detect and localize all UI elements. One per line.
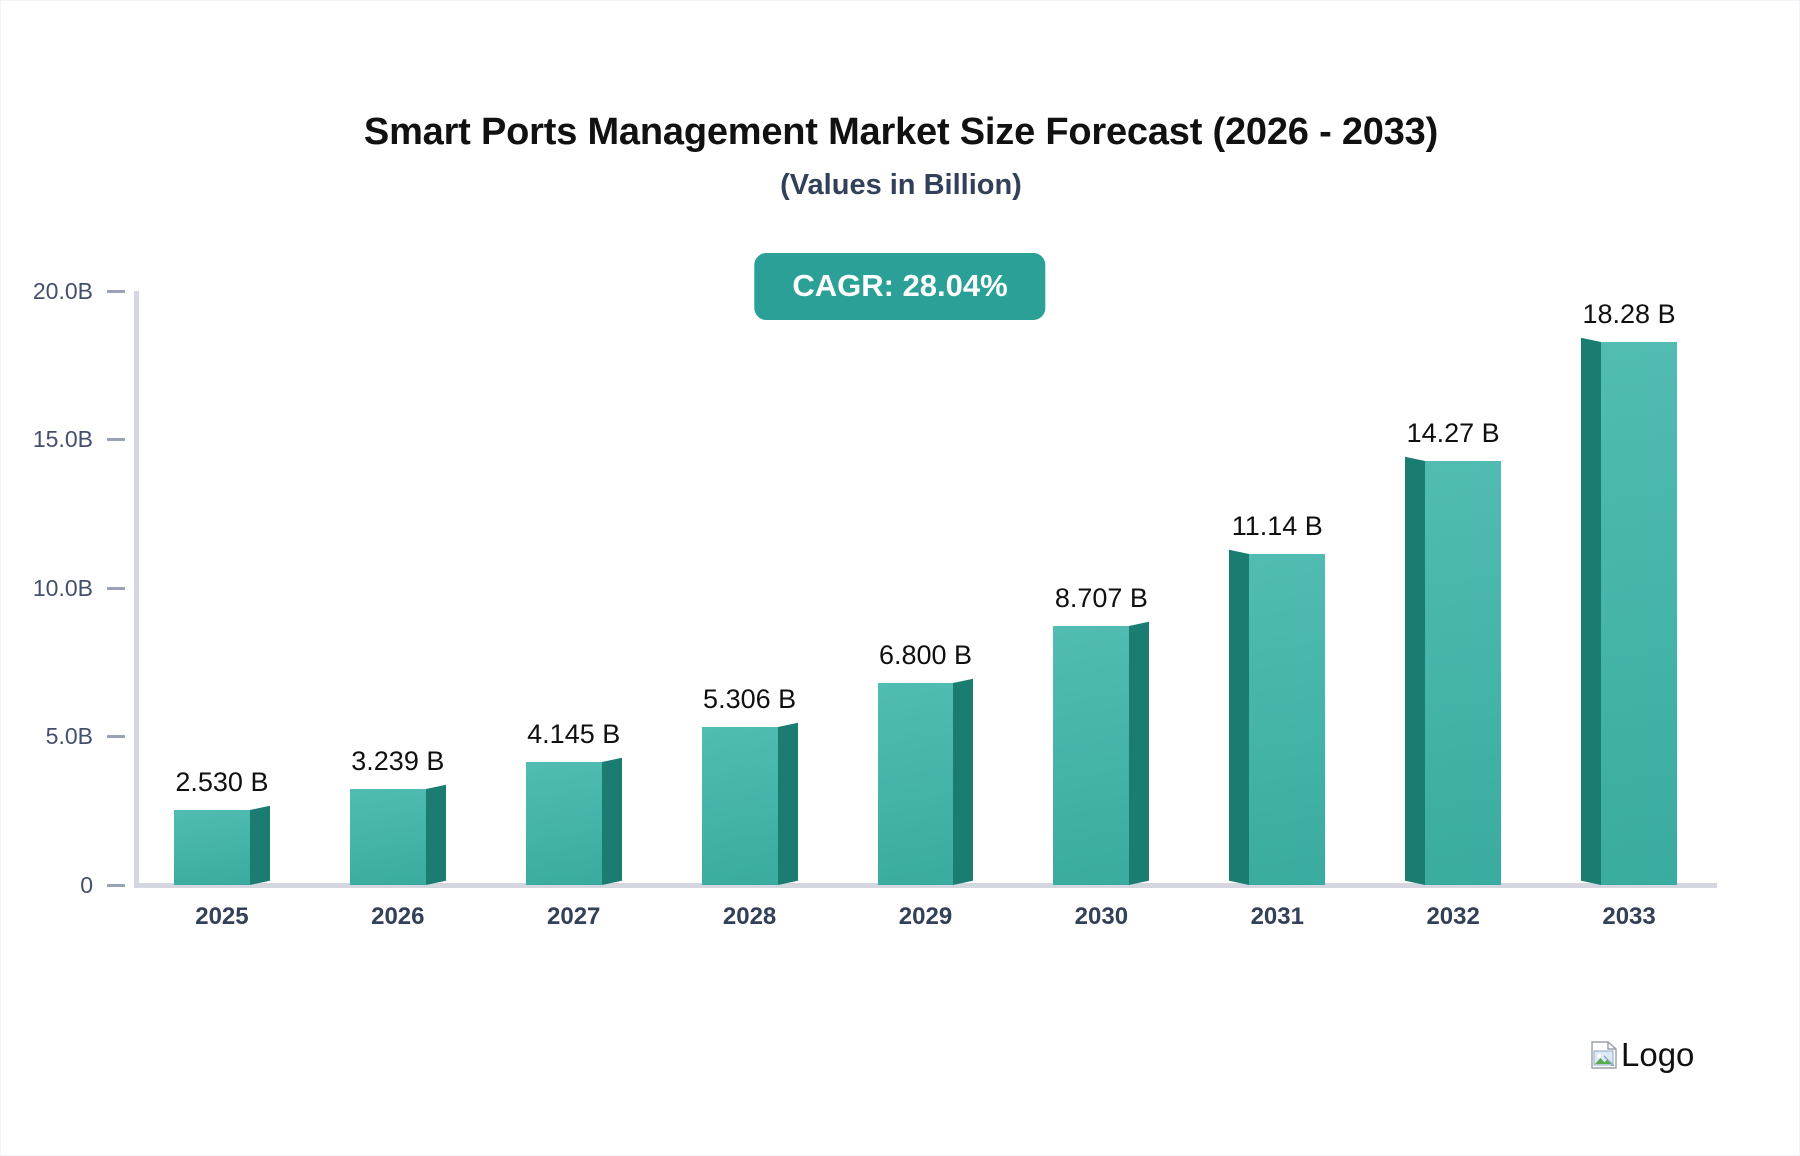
x-tick-label: 2026	[371, 903, 425, 930]
bar[interactable]: 14.27 B	[1405, 418, 1502, 885]
y-tick-dash	[107, 586, 125, 590]
y-tick-label: 20.0B	[32, 277, 93, 304]
x-axis-line	[134, 883, 1717, 888]
bar-front-face	[349, 788, 426, 885]
cagr-badge: CAGR: 28.04%	[754, 253, 1046, 320]
y-tick-label: 0	[80, 871, 93, 898]
bar-value-label: 5.306 B	[703, 684, 797, 715]
logo-text: Logo	[1621, 1036, 1695, 1073]
x-tick-label: 2025	[195, 903, 249, 930]
x-tick-label: 2027	[547, 903, 601, 930]
bar[interactable]: 11.14 B	[1229, 511, 1326, 885]
bar-front-face	[877, 683, 954, 885]
y-tick-dash	[107, 883, 125, 887]
bar[interactable]: 2.530 B	[174, 767, 270, 885]
y-tick-label: 5.0B	[45, 723, 93, 749]
bar[interactable]: 6.800 B	[877, 640, 974, 885]
bar[interactable]: 4.145 B	[525, 719, 622, 885]
bar-side-face	[1129, 622, 1150, 885]
bar-side-face	[1581, 337, 1602, 885]
bar-value-label: 18.28 B	[1582, 299, 1676, 330]
bar-side-face	[601, 757, 622, 885]
x-tick-label: 2030	[1074, 903, 1129, 930]
y-tick-dash	[107, 438, 125, 441]
x-tick-label: 2029	[898, 903, 953, 930]
bar-side-face	[249, 805, 270, 885]
x-tick-label: 2032	[1426, 903, 1480, 930]
bar-side-face	[425, 784, 446, 885]
y-tick-label: 15.0B	[32, 426, 93, 452]
bar-side-face	[1229, 549, 1250, 885]
x-tick-label: 2033	[1602, 903, 1656, 930]
logo: Logo	[1589, 1038, 1694, 1071]
y-axis-line	[134, 291, 139, 888]
bar[interactable]: 18.28 B	[1581, 299, 1677, 885]
x-tick-label: 2028	[722, 903, 777, 930]
bar-front-face	[1601, 342, 1677, 885]
bar-front-face	[1425, 461, 1502, 885]
bar-value-label: 8.707 B	[1054, 583, 1148, 614]
bar-front-face	[174, 809, 250, 885]
bar-side-face	[953, 678, 974, 885]
x-tick-label: 2031	[1250, 903, 1304, 930]
bar-value-label: 14.27 B	[1406, 418, 1500, 449]
bar-value-label: 2.530 B	[175, 766, 269, 797]
bar[interactable]: 3.239 B	[349, 746, 446, 885]
y-tick-label: 10.0B	[32, 574, 93, 601]
bar-value-label: 4.145 B	[527, 718, 621, 749]
y-tick-dash	[107, 289, 125, 293]
chart-title: Smart Ports Management Market Size Forec…	[363, 111, 1439, 153]
bar-front-face	[701, 727, 778, 885]
plot-area: 2.530 B 3.239 B 4.145 B 5.306 B 6.800 B 8.707…	[134, 291, 1717, 885]
bar-value-label: 11.14 B	[1231, 511, 1323, 542]
chart-subtitle: (Values in Billion)	[780, 169, 1022, 201]
bar-front-face	[525, 761, 602, 885]
y-tick-dash	[107, 735, 125, 738]
bar-value-label: 3.239 B	[351, 745, 445, 776]
bar-side-face	[1405, 456, 1426, 885]
bar-front-face	[1249, 554, 1326, 885]
bar-side-face	[777, 723, 798, 885]
bar-front-face	[1053, 626, 1130, 885]
bar-value-label: 6.800 B	[878, 640, 973, 671]
bar[interactable]: 5.306 B	[701, 684, 798, 885]
broken-image-icon	[1591, 1040, 1617, 1069]
bar[interactable]: 8.707 B	[1053, 583, 1150, 885]
